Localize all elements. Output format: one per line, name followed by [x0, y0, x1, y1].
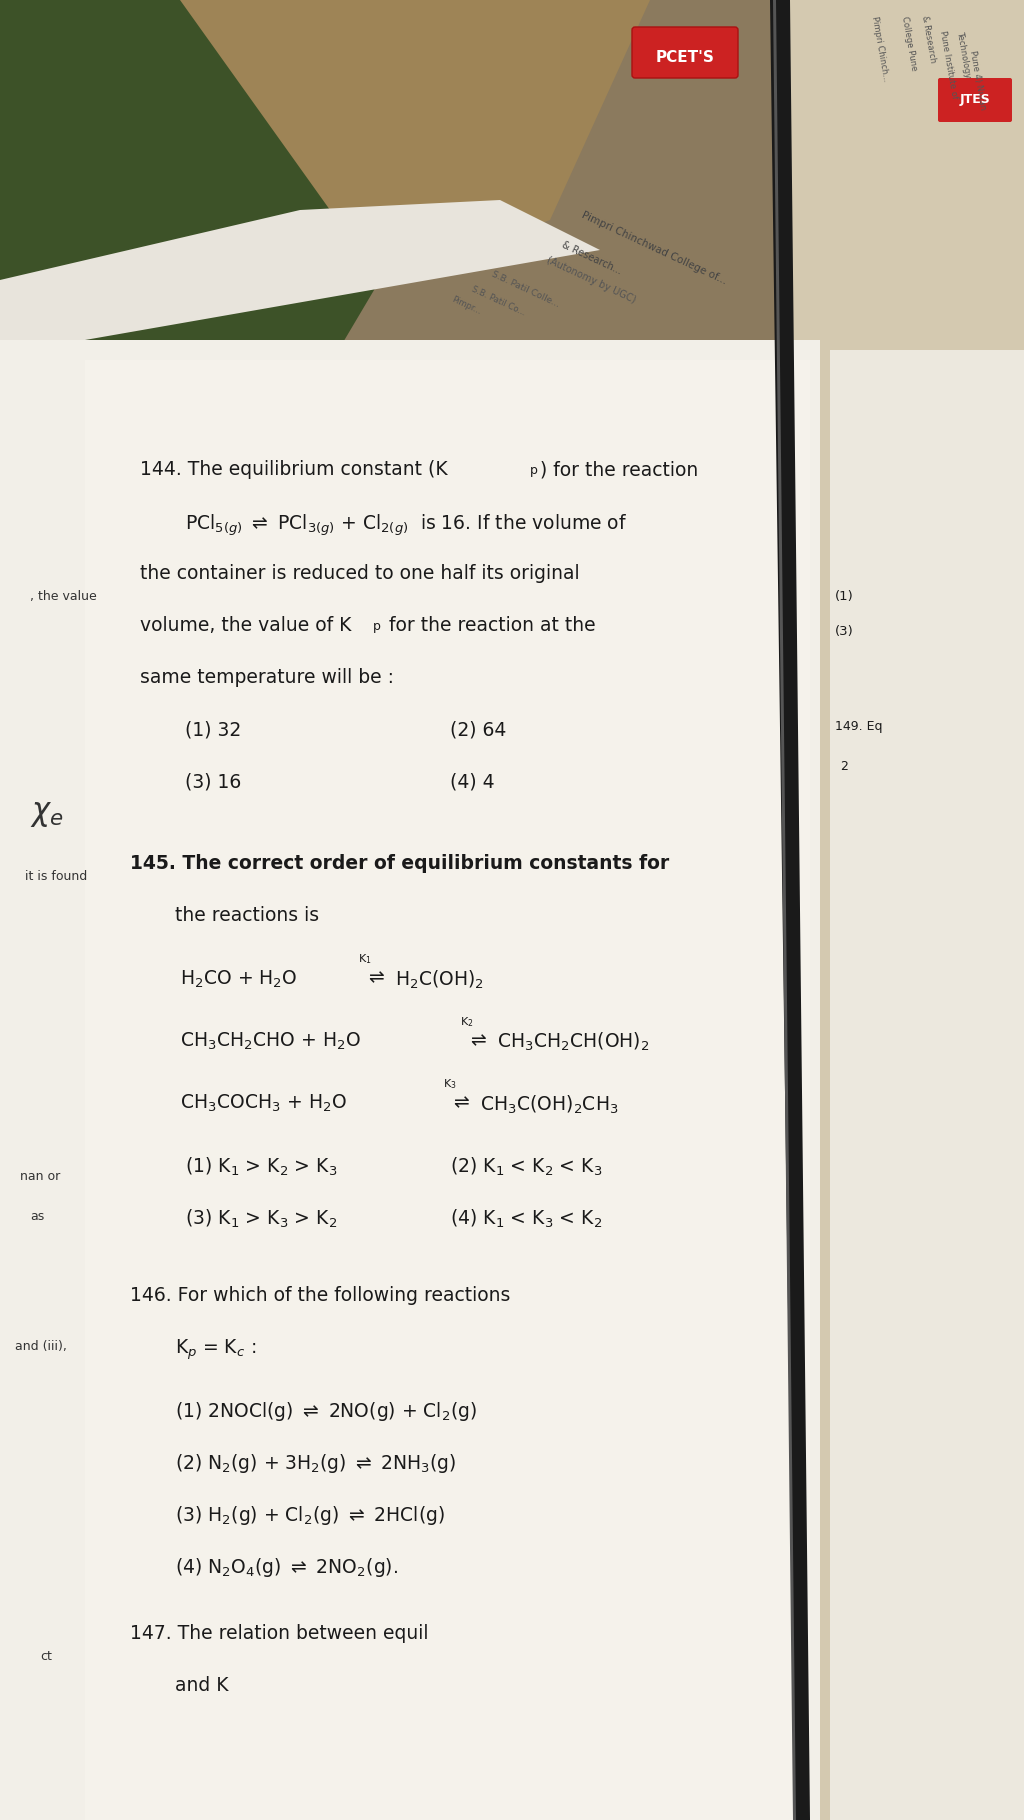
Polygon shape	[0, 200, 600, 340]
Text: (4) 4: (4) 4	[450, 772, 495, 792]
Text: K$_2$: K$_2$	[460, 1016, 473, 1028]
Text: (2) K$_1$ < K$_2$ < K$_3$: (2) K$_1$ < K$_2$ < K$_3$	[450, 1156, 602, 1178]
Text: (1): (1)	[835, 590, 854, 602]
Text: p: p	[530, 464, 538, 477]
Text: the container is reduced to one half its original: the container is reduced to one half its…	[140, 564, 580, 582]
Text: S.B. Patil Co...: S.B. Patil Co...	[470, 286, 526, 318]
Text: (Autonomy by UGC): (Autonomy by UGC)	[545, 255, 637, 306]
Text: Pimpri Chinchwad College of...: Pimpri Chinchwad College of...	[580, 209, 728, 286]
Text: $\rightleftharpoons$: $\rightleftharpoons$	[450, 1094, 470, 1112]
Text: CH$_3$COCH$_3$ + H$_2$O: CH$_3$COCH$_3$ + H$_2$O	[180, 1094, 347, 1114]
Text: PCl$_{5(g)}$ $\rightleftharpoons$ PCl$_{3(g)}$ + Cl$_{2(g)}$  is 16. If the volu: PCl$_{5(g)}$ $\rightleftharpoons$ PCl$_{…	[185, 511, 628, 537]
Text: 147. The relation between equil: 147. The relation between equil	[130, 1623, 428, 1643]
Text: (4) K$_1$ < K$_3$ < K$_2$: (4) K$_1$ < K$_3$ < K$_2$	[450, 1208, 602, 1230]
Polygon shape	[85, 360, 810, 1820]
Text: 145. The correct order of equilibrium constants for: 145. The correct order of equilibrium co…	[130, 854, 670, 874]
Text: (2) 64: (2) 64	[450, 721, 507, 739]
Text: (3) K$_1$ > K$_3$ > K$_2$: (3) K$_1$ > K$_3$ > K$_2$	[185, 1208, 337, 1230]
Text: CH$_3$C(OH)$_2$CH$_3$: CH$_3$C(OH)$_2$CH$_3$	[480, 1094, 618, 1116]
Text: PCET'S: PCET'S	[655, 51, 715, 66]
Text: & Research: & Research	[920, 15, 937, 64]
Text: Pimpr...: Pimpr...	[450, 295, 482, 317]
Text: 144. The equilibrium constant (K: 144. The equilibrium constant (K	[140, 460, 447, 479]
Text: Pune 4) Nutan: Pune 4) Nutan	[968, 49, 987, 111]
Text: 146. For which of the following reactions: 146. For which of the following reaction…	[130, 1285, 510, 1305]
Polygon shape	[0, 0, 380, 550]
Polygon shape	[780, 0, 1024, 1820]
Text: Pimpri Chinch...: Pimpri Chinch...	[870, 15, 890, 82]
Text: (3): (3)	[835, 624, 854, 639]
Text: (2) N$_2$(g) + 3H$_2$(g) $\rightleftharpoons$ 2NH$_3$(g): (2) N$_2$(g) + 3H$_2$(g) $\rightleftharp…	[175, 1452, 456, 1474]
Text: (4) N$_2$O$_4$(g) $\rightleftharpoons$ 2NO$_2$(g).: (4) N$_2$O$_4$(g) $\rightleftharpoons$ 2…	[175, 1556, 398, 1580]
Text: & Research...: & Research...	[560, 240, 623, 277]
Text: and K: and K	[175, 1676, 228, 1694]
Text: $\chi_e$: $\chi_e$	[30, 801, 63, 828]
Text: K$_p$ = K$_c$ :: K$_p$ = K$_c$ :	[175, 1338, 256, 1361]
Text: as: as	[30, 1210, 44, 1223]
Polygon shape	[0, 340, 820, 1820]
Polygon shape	[770, 0, 810, 1820]
Text: CH$_3$CH$_2$CHO + H$_2$O: CH$_3$CH$_2$CHO + H$_2$O	[180, 1030, 361, 1052]
Text: (3) 16: (3) 16	[185, 772, 242, 792]
Text: Pune Institute of: Pune Institute of	[938, 29, 958, 100]
Text: for the reaction at the: for the reaction at the	[383, 615, 596, 635]
Text: (1) K$_1$ > K$_2$ > K$_3$: (1) K$_1$ > K$_2$ > K$_3$	[185, 1156, 337, 1178]
Text: $\rightleftharpoons$: $\rightleftharpoons$	[467, 1030, 487, 1050]
Text: $\rightleftharpoons$: $\rightleftharpoons$	[365, 968, 385, 988]
Polygon shape	[830, 349, 1024, 1820]
Text: and (iii),: and (iii),	[15, 1340, 67, 1352]
Text: 149. Eq: 149. Eq	[835, 721, 883, 733]
FancyBboxPatch shape	[632, 27, 738, 78]
Text: nan or: nan or	[20, 1170, 60, 1183]
Text: ) for the reaction: ) for the reaction	[540, 460, 698, 479]
Polygon shape	[180, 0, 650, 280]
Text: same temperature will be :: same temperature will be :	[140, 668, 394, 686]
Polygon shape	[773, 0, 796, 1820]
Text: p: p	[373, 621, 381, 633]
Text: (3) H$_2$(g) + Cl$_2$(g) $\rightleftharpoons$ 2HCl(g): (3) H$_2$(g) + Cl$_2$(g) $\rightleftharp…	[175, 1503, 445, 1527]
Text: Technology: Technology	[955, 29, 972, 78]
Text: K$_1$: K$_1$	[358, 952, 372, 966]
Text: (1) 2NOCl(g) $\rightleftharpoons$ 2NO(g) + Cl$_2$(g): (1) 2NOCl(g) $\rightleftharpoons$ 2NO(g)…	[175, 1400, 477, 1423]
Text: volume, the value of K: volume, the value of K	[140, 615, 351, 635]
Text: H$_2$C(OH)$_2$: H$_2$C(OH)$_2$	[395, 968, 484, 990]
Text: the reactions is: the reactions is	[175, 906, 319, 925]
Text: ct: ct	[40, 1651, 52, 1663]
Text: S.B. Patil Colle...: S.B. Patil Colle...	[490, 269, 561, 309]
FancyBboxPatch shape	[938, 78, 1012, 122]
Text: College Pune: College Pune	[900, 15, 919, 71]
Text: CH$_3$CH$_2$CH(OH)$_2$: CH$_3$CH$_2$CH(OH)$_2$	[497, 1030, 649, 1054]
Text: it is found: it is found	[25, 870, 87, 883]
Text: 2: 2	[840, 761, 848, 774]
Text: JTES: JTES	[959, 93, 990, 107]
Text: , the value: , the value	[30, 590, 96, 602]
Text: (1) 32: (1) 32	[185, 721, 242, 739]
Text: H$_2$CO + H$_2$O: H$_2$CO + H$_2$O	[180, 968, 298, 990]
Text: K$_3$: K$_3$	[443, 1077, 457, 1090]
